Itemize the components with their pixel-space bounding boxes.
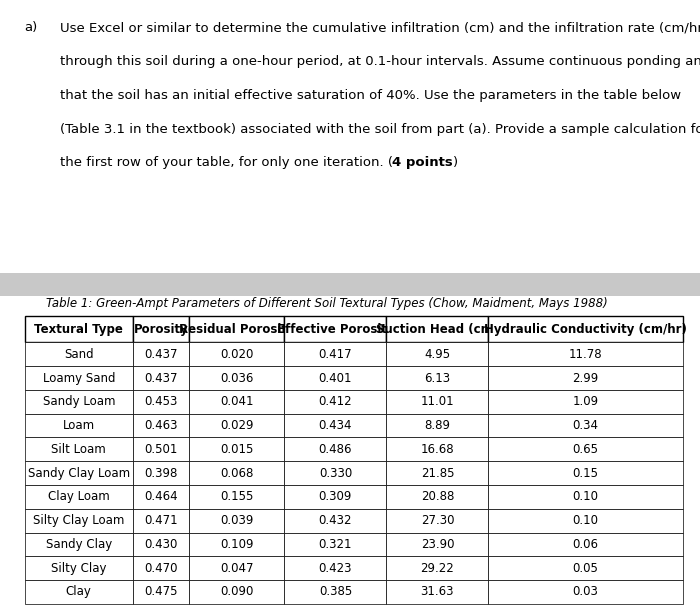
Text: Use Excel or similar to determine the cumulative infiltration (cm) and the infil: Use Excel or similar to determine the cu… [60, 21, 700, 34]
Text: the first row of your table, for only one iteration. (: the first row of your table, for only on… [60, 156, 393, 169]
Text: through this soil during a one-hour period, at 0.1-hour intervals. Assume contin: through this soil during a one-hour peri… [60, 55, 700, 68]
Text: 4 points: 4 points [393, 156, 454, 169]
Text: (Table 3.1 in the textbook) associated with the soil from part (a). Provide a sa: (Table 3.1 in the textbook) associated w… [60, 123, 700, 135]
Text: that the soil has an initial effective saturation of 40%. Use the parameters in : that the soil has an initial effective s… [60, 89, 680, 102]
Text: a): a) [25, 21, 38, 34]
Text: ): ) [454, 156, 458, 169]
Text: Table 1: Green-Ampt Parameters of Different Soil Textural Types (Chow, Maidment,: Table 1: Green-Ampt Parameters of Differ… [46, 297, 608, 310]
Bar [0, 273, 700, 296]
